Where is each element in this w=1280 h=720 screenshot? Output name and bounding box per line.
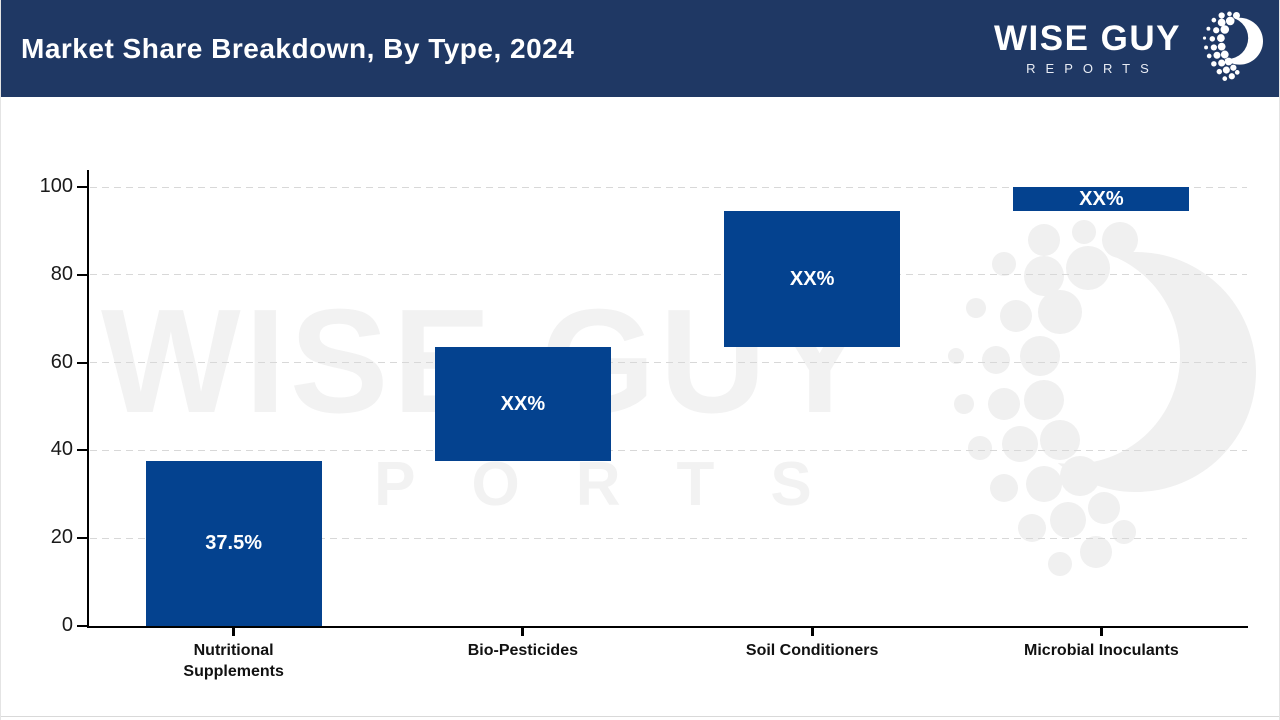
y-tick-mark	[77, 186, 87, 188]
logo-wordmark: WISE GUY	[993, 19, 1181, 58]
bar-value-label: XX%	[1079, 187, 1124, 210]
y-tick-label: 20	[50, 526, 73, 549]
watermark-face-icon	[948, 220, 1256, 576]
bar-value-label: XX%	[789, 267, 835, 290]
y-tick-label: 100	[39, 175, 73, 197]
y-tick-label: 60	[50, 350, 73, 373]
y-tick-mark	[77, 625, 87, 627]
y-tick-mark	[77, 273, 87, 276]
x-tick-label: Nutritional Supplements	[183, 642, 284, 680]
logo-wordmark-block: WISE GUY REPORTS	[994, 21, 1181, 76]
y-tick-mark	[77, 537, 87, 540]
x-tick-mark	[521, 628, 525, 636]
y-tick-label: 40	[50, 438, 73, 461]
x-tick-label: Bio-Pesticides	[467, 642, 578, 659]
brand-logo: WISE GUY REPORTS	[994, 10, 1279, 88]
y-tick-label: 80	[50, 262, 73, 285]
gridline	[90, 537, 1247, 539]
header: Market Share Breakdown, By Type, 2024 WI…	[1, 0, 1279, 97]
bottom-divider	[1, 716, 1279, 717]
gridline	[90, 362, 1247, 364]
y-axis	[87, 170, 89, 628]
bar: XX%	[724, 211, 901, 348]
y-tick-mark	[77, 449, 87, 452]
bar-value-label: XX%	[500, 392, 546, 415]
y-tick-label: 0	[61, 614, 73, 636]
logo-face-icon	[1202, 11, 1263, 81]
page-title: Market Share Breakdown, By Type, 2024	[21, 32, 575, 64]
bar: 37.5%	[145, 461, 322, 626]
bar: XX%	[1013, 187, 1190, 212]
x-tick-label: Microbial Inoculants	[1024, 642, 1179, 659]
x-tick-mark	[1099, 628, 1103, 636]
x-axis	[87, 626, 1248, 628]
x-tick-mark	[232, 628, 236, 636]
logo-subtext: REPORTS	[1026, 61, 1159, 76]
bar: XX%	[434, 347, 611, 462]
gridline	[90, 274, 1247, 276]
gridline	[90, 186, 1247, 188]
x-tick-mark	[810, 628, 814, 636]
y-tick-mark	[77, 361, 87, 364]
chart-area: WISE GUY REPORTS 0 20 40 60 80 100 37.5% Nutrit…	[1, 97, 1279, 720]
bar-value-label: 37.5%	[205, 532, 262, 555]
gridline	[90, 449, 1247, 451]
x-tick-label: Soil Conditioners	[745, 642, 879, 659]
